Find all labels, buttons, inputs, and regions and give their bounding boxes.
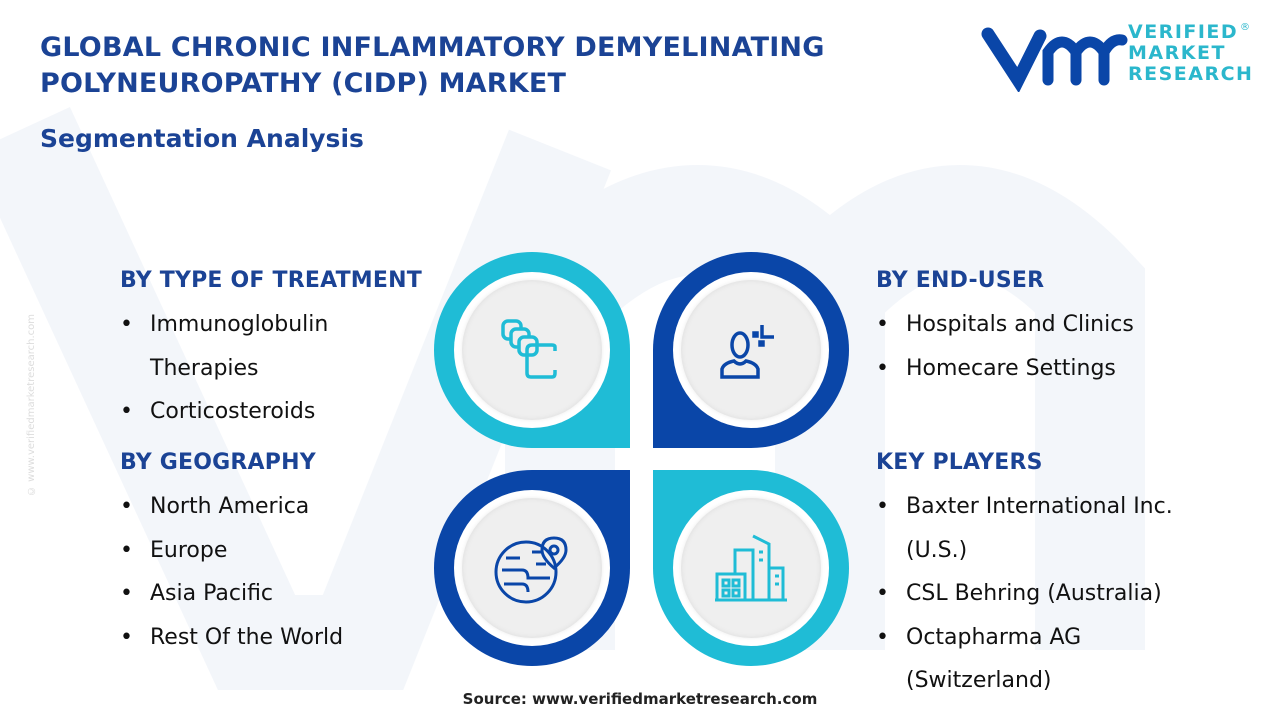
logo-text: VERIFIED MARKET RESEARCH [1128, 21, 1254, 85]
pills-icon [501, 319, 557, 379]
segment-heading: BY END-USER [876, 268, 1045, 293]
source-note: Source: www.verifiedmarketresearch.com [462, 690, 818, 708]
list-item: (Switzerland) [906, 668, 1052, 693]
geography-quadrant [434, 470, 630, 666]
end-user-quadrant [653, 252, 849, 448]
page-title: GLOBAL CHRONIC INFLAMMATORY DEMYELINATIN… [40, 32, 825, 99]
segment-heading: BY GEOGRAPHY [120, 450, 316, 475]
list-item: • Europe [120, 537, 228, 563]
list-item: (U.S.) [906, 537, 968, 563]
list-item: • Octapharma AG [876, 624, 1082, 650]
key-players-quadrant [653, 470, 849, 666]
segment-heading: BY TYPE OF TREATMENT [120, 268, 422, 293]
list-item: • Hospitals and Clinics [876, 312, 1134, 337]
list-item: • CSL Behring (Australia) [876, 581, 1162, 606]
list-item: • Asia Pacific [120, 581, 274, 606]
buildings-icon [715, 534, 787, 602]
side-watermark: © www.verifiedmarketresearch.com [26, 313, 37, 497]
segment-treatment: BY TYPE OF TREATMENT • Immunoglobulin The… [120, 268, 422, 434]
registered-mark: ® [1240, 22, 1250, 33]
segment-key-players: KEY PLAYERS • Baxter International Inc. (… [876, 450, 1173, 703]
list-item: • Rest Of the World [120, 624, 344, 650]
list-item: Therapies [150, 355, 259, 381]
list-item: • Homecare Settings [876, 355, 1116, 381]
globe-location-icon [494, 536, 568, 604]
segment-heading: KEY PLAYERS [876, 450, 1043, 475]
user-icon [720, 325, 774, 379]
list-item: • Baxter International Inc. [876, 494, 1173, 519]
page-subtitle: Segmentation Analysis [40, 124, 364, 153]
segment-geography: BY GEOGRAPHY • North America • Europe • Asi… [120, 450, 343, 659]
list-item: • Immunoglobulin [120, 312, 329, 337]
list-item: • North America [120, 494, 310, 519]
vmr-logo [981, 27, 1128, 92]
segment-end-user: BY END-USER • Hospitals and Clinics • Home… [876, 268, 1134, 390]
treatment-quadrant [434, 252, 630, 448]
list-item: • Corticosteroids [120, 399, 316, 424]
